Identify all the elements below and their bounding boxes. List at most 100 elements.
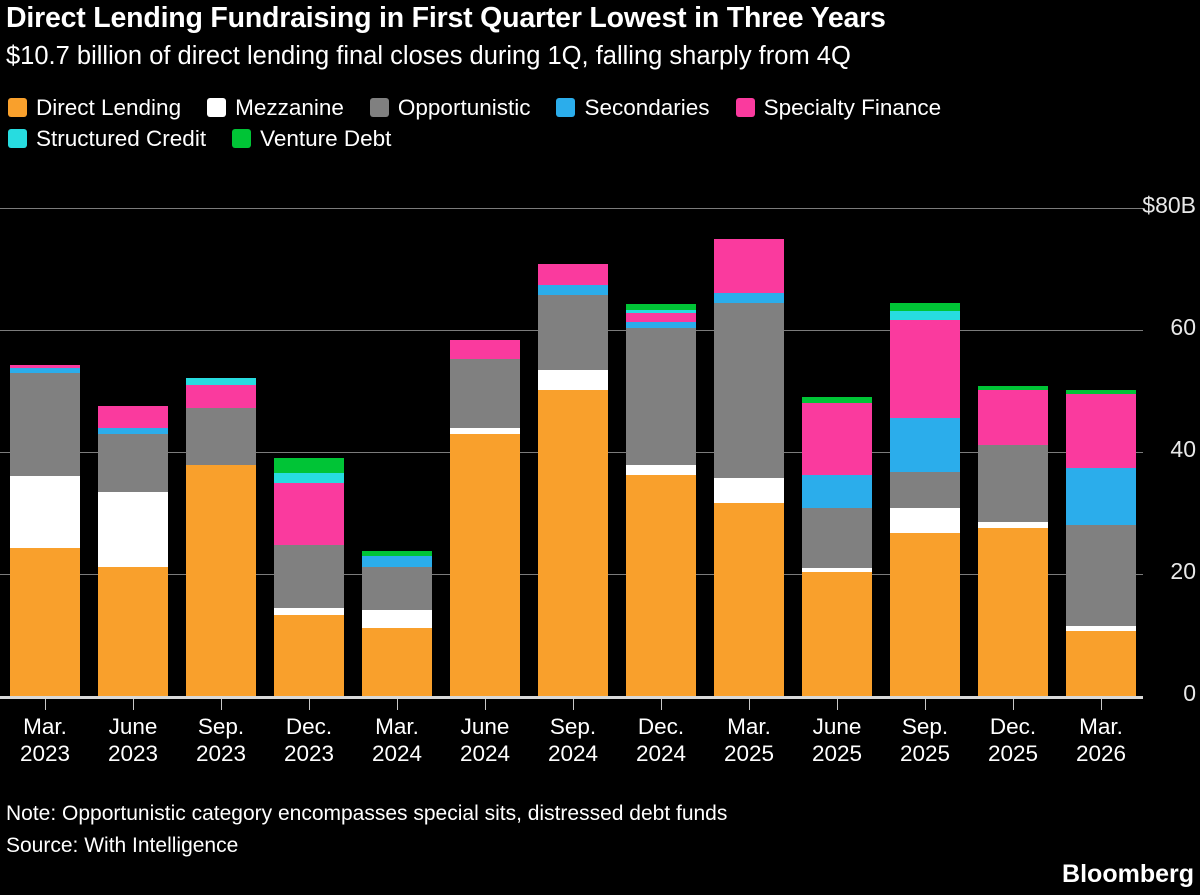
chart-title: Direct Lending Fundraising in First Quar…: [6, 2, 886, 34]
bar-segment-venture-debt: [362, 551, 432, 557]
bar-segment-specialty-finance: [1066, 394, 1136, 468]
bar-dec-2024[interactable]: [626, 303, 696, 696]
chart-subtitle: $10.7 billion of direct lending final cl…: [6, 42, 851, 70]
legend-item-structured-credit[interactable]: Structured Credit: [8, 126, 206, 152]
bar-june-2025[interactable]: [802, 397, 872, 696]
bar-segment-direct-lending: [714, 503, 784, 696]
bar-mar-2026[interactable]: [1066, 389, 1136, 696]
bar-segment-direct-lending: [98, 567, 168, 696]
bar-segment-direct-lending: [626, 475, 696, 696]
legend-item-label: Structured Credit: [36, 125, 207, 151]
x-label-year: 2025: [899, 741, 951, 766]
x-tick-4: [397, 699, 398, 710]
legend-item-opportunistic[interactable]: Opportunistic: [369, 95, 530, 121]
x-label-month: Sep.: [549, 714, 597, 739]
bar-segment-secondaries: [626, 322, 696, 329]
bar-segment-secondaries: [98, 427, 168, 435]
bar-segment-opportunistic: [274, 545, 344, 609]
bar-segment-opportunistic: [1066, 524, 1136, 627]
bar-segment-specialty-finance: [538, 264, 608, 285]
bar-dec-2023[interactable]: [274, 457, 344, 696]
bar-mar-2023[interactable]: [10, 364, 80, 696]
bar-june-2024[interactable]: [450, 340, 520, 696]
x-label-month: Sep.: [197, 714, 245, 739]
x-axis-label: June 2023: [88, 713, 178, 767]
x-label-year: 2024: [547, 741, 599, 766]
legend-row-2: Structured Credit Venture Debt: [8, 123, 1188, 154]
bar-sep-2023[interactable]: [186, 378, 256, 696]
bar-segment-mezzanine: [450, 427, 520, 434]
x-tick-10: [925, 699, 926, 710]
x-label-month: June: [108, 714, 158, 739]
x-label-month: Mar.: [1079, 714, 1123, 739]
bar-segment-opportunistic: [626, 328, 696, 466]
bar-segment-opportunistic: [362, 567, 432, 610]
y-tick-label-60: 60: [1170, 314, 1196, 341]
chart-legend: Direct Lending Mezzanine Opportunistic Seco…: [8, 92, 1188, 154]
x-label-month: Dec.: [285, 714, 333, 739]
bar-segment-mezzanine: [714, 478, 784, 504]
bar-sep-2024[interactable]: [538, 264, 608, 696]
plot-area: [0, 205, 1143, 700]
square-swatch-icon: [735, 98, 755, 117]
bar-segment-specialty-finance: [802, 403, 872, 476]
bar-segment-opportunistic: [538, 294, 608, 370]
x-tick-0: [45, 699, 46, 710]
bar-segment-opportunistic: [10, 372, 80, 476]
bar-segment-secondaries: [1066, 467, 1136, 525]
legend-item-label: Venture Debt: [260, 125, 392, 151]
bar-segment-mezzanine: [1066, 626, 1136, 631]
bar-segment-direct-lending: [450, 433, 520, 696]
legend-item-label: Secondaries: [584, 94, 710, 120]
bar-segment-structured-credit: [890, 310, 960, 320]
bar-segment-structured-credit: [186, 378, 256, 385]
bar-segment-venture-debt: [274, 457, 344, 474]
x-label-year: 2023: [107, 741, 159, 766]
bar-segment-mezzanine: [274, 608, 344, 615]
gridline-80: [0, 208, 1143, 209]
square-swatch-icon: [8, 98, 27, 117]
bar-june-2023[interactable]: [98, 405, 168, 696]
x-axis: Mar. 2023 June 2023 Sep. 2023 Dec. 2023 Mar. 2024…: [0, 699, 1143, 789]
bar-segment-venture-debt: [802, 397, 872, 404]
legend-item-venture-debt[interactable]: Venture Debt: [232, 126, 391, 152]
square-swatch-icon: [556, 98, 576, 117]
x-label-year: 2024: [371, 741, 423, 766]
legend-row-1: Direct Lending Mezzanine Opportunistic Seco…: [8, 92, 1188, 123]
x-label-month: Dec.: [989, 714, 1037, 739]
bar-segment-opportunistic: [714, 303, 784, 479]
x-tick-1: [133, 699, 134, 710]
x-label-year: 2026: [1075, 741, 1127, 766]
bar-segment-venture-debt: [978, 385, 1048, 391]
bar-dec-2025[interactable]: [978, 385, 1048, 696]
x-axis-label: Dec. 2023: [264, 713, 354, 767]
bar-segment-structured-credit: [626, 309, 696, 313]
bar-segment-opportunistic: [890, 472, 960, 509]
bar-sep-2025[interactable]: [890, 302, 960, 696]
x-tick-11: [1013, 699, 1014, 710]
bar-segment-secondaries: [802, 475, 872, 509]
bar-segment-direct-lending: [274, 614, 344, 696]
bar-segment-opportunistic: [450, 358, 520, 428]
x-tick-8: [749, 699, 750, 710]
bar-segment-secondaries: [362, 556, 432, 568]
bar-segment-direct-lending: [1066, 630, 1136, 696]
bar-segment-secondaries: [538, 284, 608, 295]
legend-item-label: Specialty Finance: [763, 94, 942, 120]
bar-segment-secondaries: [890, 417, 960, 473]
legend-item-mezzanine[interactable]: Mezzanine: [207, 95, 344, 121]
bar-segment-venture-debt: [626, 303, 696, 310]
legend-item-secondaries[interactable]: Secondaries: [556, 94, 710, 121]
x-axis-label: Dec. 2025: [968, 713, 1058, 767]
x-axis-label: Mar. 2023: [0, 713, 90, 767]
bar-mar-2024[interactable]: [362, 551, 432, 696]
x-tick-9: [837, 699, 838, 710]
y-axis-labels: 0 20 40 60 $80B: [1142, 192, 1200, 706]
legend-item-direct-lending[interactable]: Direct Lending: [8, 95, 181, 121]
x-label-year: 2024: [635, 741, 687, 766]
bar-mar-2025[interactable]: [714, 238, 784, 696]
bar-segment-specialty-finance: [450, 340, 520, 359]
bar-segment-specialty-finance: [98, 405, 168, 428]
legend-item-specialty-finance[interactable]: Specialty Finance: [735, 94, 942, 121]
